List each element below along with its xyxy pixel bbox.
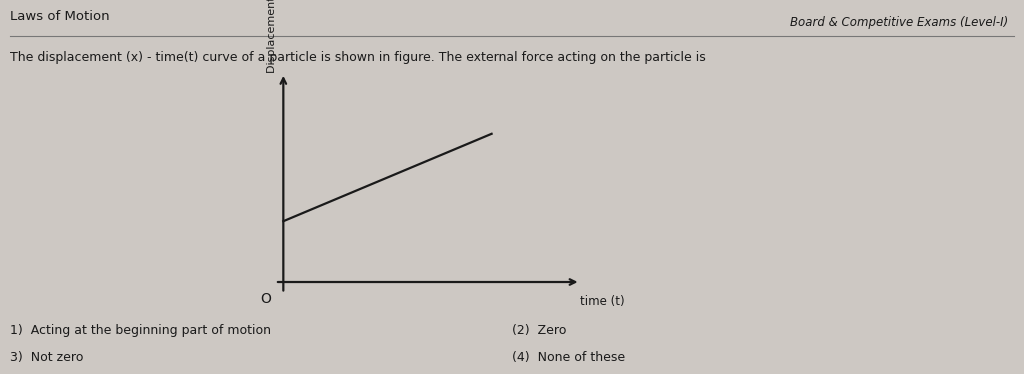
Text: (2)  Zero: (2) Zero (512, 325, 566, 337)
Text: (4)  None of these: (4) None of these (512, 351, 625, 364)
Text: Board & Competitive Exams (Level-I): Board & Competitive Exams (Level-I) (791, 16, 1009, 29)
Text: 1)  Acting at the beginning part of motion: 1) Acting at the beginning part of motio… (10, 325, 271, 337)
Text: time (t): time (t) (581, 294, 625, 307)
Text: 3)  Not zero: 3) Not zero (10, 351, 84, 364)
Text: The displacement (x) - time(t) curve of a particle is shown in figure. The exter: The displacement (x) - time(t) curve of … (10, 52, 706, 64)
Text: Displacement (x): Displacement (x) (267, 0, 278, 73)
Text: O: O (260, 292, 270, 306)
Text: Laws of Motion: Laws of Motion (10, 10, 110, 23)
